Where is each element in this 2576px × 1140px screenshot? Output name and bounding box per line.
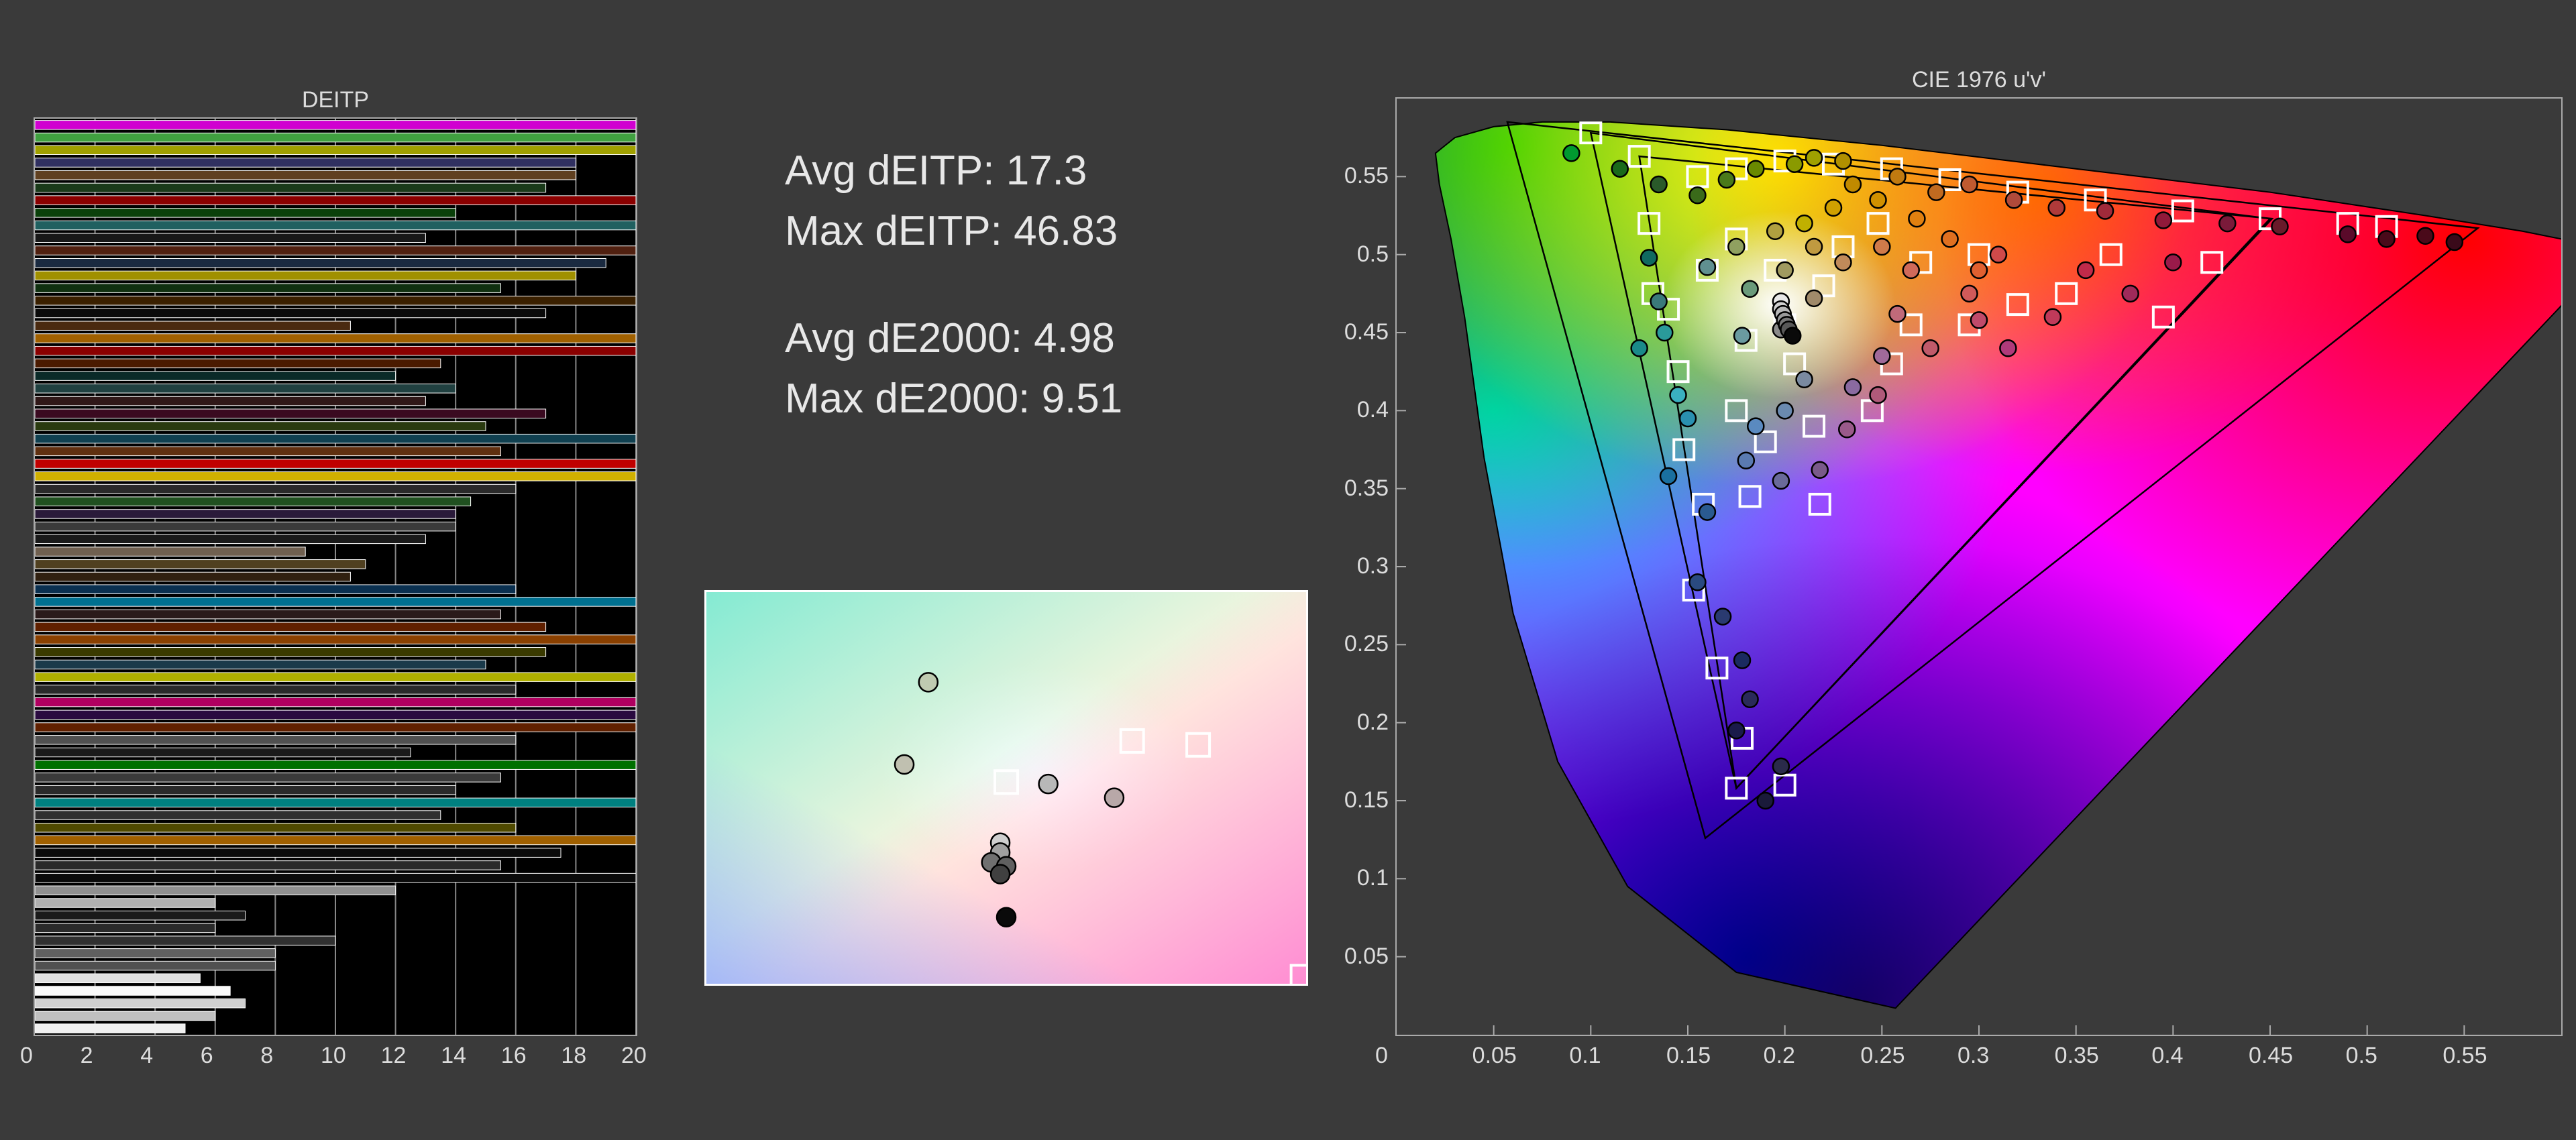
mini-gamut-preview: [704, 590, 1308, 986]
deitp-xtick: 10: [321, 1043, 346, 1069]
cie-xtick: 0.35: [2055, 1043, 2099, 1069]
deitp-xtick: 20: [621, 1043, 647, 1069]
cie-ytick: 0.4: [1332, 397, 1389, 423]
deitp-bars-svg: [35, 119, 636, 1035]
deitp-chart: [34, 117, 637, 1036]
max-deitp-label: Max dEITP:: [785, 208, 1014, 254]
deitp-xtick: 18: [561, 1043, 586, 1069]
mini-gamut-svg: [706, 592, 1306, 984]
max-de2000-row: Max dE2000: 9.51: [785, 369, 1122, 429]
cie-chart-title: CIE 1976 u'v': [1395, 67, 2563, 93]
cie-ytick: 0.15: [1332, 787, 1389, 813]
cie-xtick: 0.15: [1666, 1043, 1711, 1069]
max-deitp-row: Max dEITP: 46.83: [785, 201, 1122, 262]
delta-e-stats: Avg dEITP: 17.3 Max dEITP: 46.83 Avg dE2…: [785, 141, 1122, 429]
cie-ytick: 0.45: [1332, 319, 1389, 345]
deitp-xtick: 0: [20, 1043, 33, 1069]
avg-deitp-label: Avg dEITP:: [785, 148, 1006, 194]
cie-xtick: 0.05: [1472, 1043, 1517, 1069]
deitp-xtick: 12: [381, 1043, 407, 1069]
cie-xtick: 0: [1375, 1043, 1388, 1069]
avg-deitp-row: Avg dEITP: 17.3: [785, 141, 1122, 201]
deitp-chart-title: DEITP: [34, 87, 637, 113]
cie-ytick: 0.35: [1332, 475, 1389, 502]
max-deitp-value: 46.83: [1014, 208, 1118, 254]
cie-xtick: 0.3: [1957, 1043, 1989, 1069]
cie-ytick: 0.3: [1332, 553, 1389, 579]
cie-xtick: 0.2: [1764, 1043, 1795, 1069]
cie-xtick: 0.25: [1860, 1043, 1904, 1069]
avg-de2000-value: 4.98: [1034, 315, 1115, 361]
avg-deitp-value: 17.3: [1006, 148, 1087, 194]
deitp-xtick: 4: [140, 1043, 153, 1069]
cie-xtick: 0.1: [1569, 1043, 1601, 1069]
avg-de2000-label: Avg dE2000:: [785, 315, 1034, 361]
cie-ytick: 0.55: [1332, 163, 1389, 189]
calibration-report: DEITP 0 2 4 6 8 10 12 14 16 18 20 Avg dEITP: 17.3 …: [0, 0, 2576, 1140]
max-de2000-value: 9.51: [1042, 376, 1123, 422]
deitp-xtick: 6: [201, 1043, 213, 1069]
cie-ytick: 0.2: [1332, 709, 1389, 736]
deitp-xtick: 14: [441, 1043, 466, 1069]
cie-ytick: 0.05: [1332, 944, 1389, 970]
avg-de2000-row: Avg dE2000: 4.98: [785, 308, 1122, 369]
cie-xtick: 0.45: [2249, 1043, 2293, 1069]
cie-xtick: 0.55: [2443, 1043, 2487, 1069]
cie-chart-svg: [1397, 99, 2561, 1035]
cie-ytick: 0.25: [1332, 631, 1389, 657]
deitp-xtick: 16: [501, 1043, 527, 1069]
deitp-xtick: 2: [80, 1043, 93, 1069]
deitp-xtick: 8: [260, 1043, 273, 1069]
cie-xtick: 0.4: [2151, 1043, 2183, 1069]
cie-ytick: 0.1: [1332, 865, 1389, 891]
cie-ytick: 0.5: [1332, 241, 1389, 268]
cie-chart: [1395, 97, 2563, 1036]
cie-xtick: 0.5: [2346, 1043, 2377, 1069]
max-de2000-label: Max dE2000:: [785, 376, 1042, 422]
